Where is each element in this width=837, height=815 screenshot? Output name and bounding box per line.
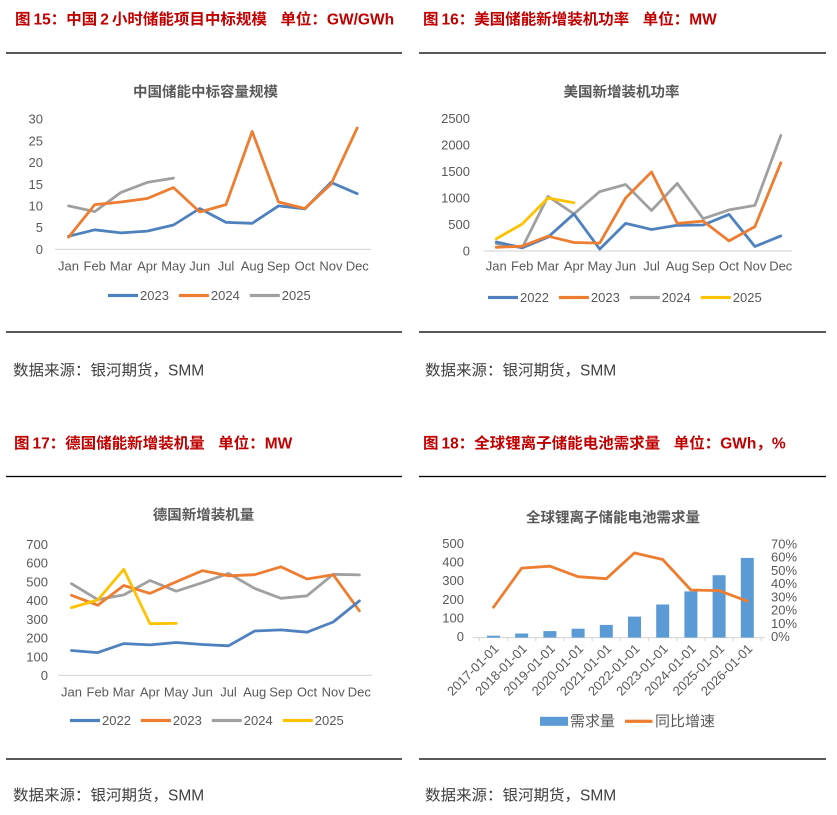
svg-text:300: 300 bbox=[442, 573, 464, 588]
svg-text:0: 0 bbox=[457, 629, 464, 644]
svg-text:2025: 2025 bbox=[282, 288, 311, 303]
svg-text:Sep: Sep bbox=[267, 258, 290, 273]
svg-text:20%: 20% bbox=[771, 603, 797, 618]
svg-text:200: 200 bbox=[26, 631, 48, 646]
svg-text:30: 30 bbox=[29, 112, 43, 127]
svg-text:Sep: Sep bbox=[692, 258, 715, 273]
svg-text:Apr: Apr bbox=[140, 685, 161, 700]
svg-text:0%: 0% bbox=[771, 629, 790, 644]
svg-text:500: 500 bbox=[442, 536, 464, 551]
svg-text:Jul: Jul bbox=[220, 685, 237, 700]
svg-text:2: 2 bbox=[100, 12, 109, 29]
svg-text:2025: 2025 bbox=[733, 290, 762, 305]
svg-text:2500: 2500 bbox=[441, 111, 470, 126]
svg-text:Jun: Jun bbox=[189, 258, 210, 273]
svg-text:40%: 40% bbox=[771, 576, 797, 591]
svg-text:2023: 2023 bbox=[591, 290, 620, 305]
svg-text:Jan: Jan bbox=[61, 685, 82, 700]
svg-text:400: 400 bbox=[442, 555, 464, 570]
svg-text:Feb: Feb bbox=[511, 258, 533, 273]
svg-text:Nov: Nov bbox=[322, 685, 346, 700]
svg-text:2023: 2023 bbox=[140, 288, 169, 303]
svg-text:1000: 1000 bbox=[441, 191, 470, 206]
svg-text:MW: MW bbox=[689, 12, 717, 29]
svg-text:2023: 2023 bbox=[173, 713, 202, 728]
svg-text:2024: 2024 bbox=[244, 713, 273, 728]
svg-text:500: 500 bbox=[448, 217, 470, 232]
svg-text:Sep: Sep bbox=[269, 685, 292, 700]
svg-text:SMM: SMM bbox=[580, 788, 616, 805]
svg-text:May: May bbox=[588, 258, 613, 273]
svg-text:Nov: Nov bbox=[743, 258, 767, 273]
svg-text:500: 500 bbox=[26, 574, 48, 589]
svg-text:400: 400 bbox=[26, 593, 48, 608]
svg-text:15: 15 bbox=[34, 12, 52, 29]
svg-text:GW/GWh: GW/GWh bbox=[327, 12, 394, 29]
svg-text:18: 18 bbox=[442, 436, 460, 453]
svg-text:Aug: Aug bbox=[243, 685, 266, 700]
svg-text:2024: 2024 bbox=[662, 290, 691, 305]
svg-text:60%: 60% bbox=[771, 550, 797, 565]
svg-text:10%: 10% bbox=[771, 616, 797, 631]
svg-text:5: 5 bbox=[36, 220, 43, 235]
svg-text:70%: 70% bbox=[771, 537, 797, 552]
svg-text:600: 600 bbox=[26, 556, 48, 571]
svg-text:Oct: Oct bbox=[297, 685, 318, 700]
svg-text:Jun: Jun bbox=[615, 258, 636, 273]
svg-text:SMM: SMM bbox=[168, 363, 204, 380]
svg-text:Feb: Feb bbox=[84, 258, 106, 273]
svg-text:2022: 2022 bbox=[102, 713, 131, 728]
svg-text:0: 0 bbox=[36, 242, 43, 257]
svg-text:GWh: GWh bbox=[720, 436, 756, 453]
svg-text:Mar: Mar bbox=[110, 258, 133, 273]
svg-text:Mar: Mar bbox=[537, 258, 560, 273]
svg-text:Jan: Jan bbox=[486, 258, 507, 273]
svg-text:May: May bbox=[164, 685, 189, 700]
svg-text:2024: 2024 bbox=[211, 288, 240, 303]
svg-text:700: 700 bbox=[26, 537, 48, 552]
svg-text:%: % bbox=[772, 436, 786, 453]
svg-text:SMM: SMM bbox=[580, 363, 616, 380]
svg-text:10: 10 bbox=[29, 199, 43, 214]
svg-text:Dec: Dec bbox=[348, 685, 372, 700]
svg-text:Dec: Dec bbox=[346, 258, 370, 273]
svg-text:0: 0 bbox=[463, 244, 470, 259]
svg-text:50%: 50% bbox=[771, 563, 797, 578]
svg-text:Jul: Jul bbox=[643, 258, 660, 273]
svg-text:2000: 2000 bbox=[441, 138, 470, 153]
svg-text:2022: 2022 bbox=[520, 290, 549, 305]
svg-text:Jan: Jan bbox=[58, 258, 79, 273]
svg-text:25: 25 bbox=[29, 133, 43, 148]
svg-text:15: 15 bbox=[29, 177, 43, 192]
svg-text:Aug: Aug bbox=[666, 258, 689, 273]
svg-text:1500: 1500 bbox=[441, 164, 470, 179]
svg-text:100: 100 bbox=[26, 649, 48, 664]
svg-text:Nov: Nov bbox=[319, 258, 343, 273]
svg-text:16: 16 bbox=[442, 12, 460, 29]
svg-text:Jul: Jul bbox=[218, 258, 235, 273]
svg-text:SMM: SMM bbox=[168, 788, 204, 805]
svg-text:30%: 30% bbox=[771, 589, 797, 604]
svg-text:2025: 2025 bbox=[315, 713, 344, 728]
svg-text:Jun: Jun bbox=[192, 685, 213, 700]
svg-text:Feb: Feb bbox=[87, 685, 109, 700]
svg-text:Aug: Aug bbox=[241, 258, 264, 273]
svg-text:Oct: Oct bbox=[295, 258, 316, 273]
svg-text:20: 20 bbox=[29, 155, 43, 170]
svg-text:Apr: Apr bbox=[564, 258, 585, 273]
svg-text:Mar: Mar bbox=[113, 685, 136, 700]
svg-text:17: 17 bbox=[33, 436, 50, 453]
svg-text:Apr: Apr bbox=[137, 258, 158, 273]
svg-text:Oct: Oct bbox=[719, 258, 740, 273]
svg-text:Dec: Dec bbox=[769, 258, 793, 273]
svg-text:May: May bbox=[161, 258, 186, 273]
svg-text:200: 200 bbox=[442, 592, 464, 607]
svg-text:100: 100 bbox=[442, 611, 464, 626]
svg-text:300: 300 bbox=[26, 612, 48, 627]
svg-text:MW: MW bbox=[265, 436, 293, 453]
svg-text:0: 0 bbox=[41, 668, 48, 683]
